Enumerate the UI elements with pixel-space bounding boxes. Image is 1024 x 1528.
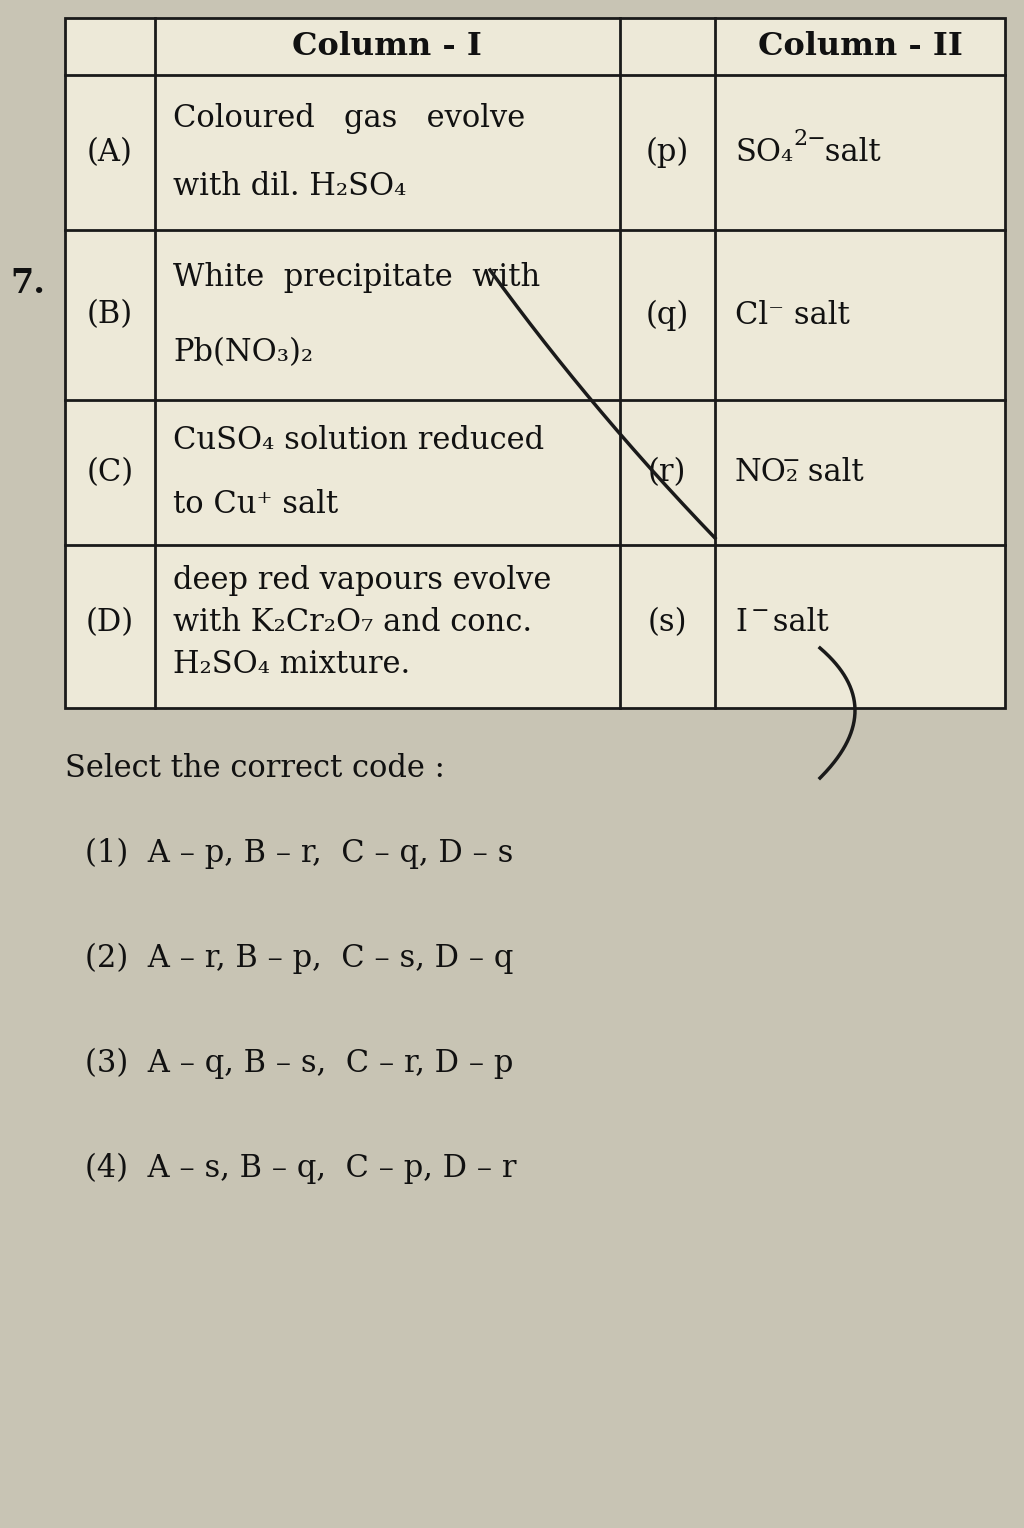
Bar — [65, 18, 1005, 707]
Text: SO₄: SO₄ — [735, 138, 794, 168]
Text: Column - II: Column - II — [758, 31, 963, 63]
Text: deep red vapours evolve: deep red vapours evolve — [173, 565, 551, 596]
Text: (1)  A – p, B – r,  C – q, D – s: (1) A – p, B – r, C – q, D – s — [85, 837, 513, 868]
Text: (q): (q) — [645, 299, 688, 330]
Text: (p): (p) — [645, 138, 688, 168]
Text: NO₂: NO₂ — [735, 457, 799, 487]
Text: −: − — [751, 599, 770, 622]
Text: (4)  A – s, B – q,  C – p, D – r: (4) A – s, B – q, C – p, D – r — [85, 1152, 516, 1184]
Text: H₂SO₄ mixture.: H₂SO₄ mixture. — [173, 649, 411, 680]
Text: with K₂Cr₂O₇ and conc.: with K₂Cr₂O₇ and conc. — [173, 607, 532, 639]
Text: 7.: 7. — [10, 266, 45, 299]
Text: Column - I: Column - I — [292, 31, 482, 63]
Text: −: − — [782, 449, 801, 472]
Text: (B): (B) — [87, 299, 133, 330]
Text: salt: salt — [815, 138, 881, 168]
Text: CuSO₄ solution reduced: CuSO₄ solution reduced — [173, 425, 544, 455]
Text: (D): (D) — [86, 607, 134, 639]
Text: Cl⁻ salt: Cl⁻ salt — [735, 299, 850, 330]
Text: I: I — [735, 607, 746, 639]
Text: (s): (s) — [647, 607, 687, 639]
Text: salt: salt — [798, 457, 863, 487]
Text: salt: salt — [763, 607, 828, 639]
Text: Select the correct code :: Select the correct code : — [65, 752, 444, 784]
Text: (2)  A – r, B – p,  C – s, D – q: (2) A – r, B – p, C – s, D – q — [85, 943, 513, 973]
Text: White  precipitate  with: White precipitate with — [173, 263, 541, 293]
Text: 2−: 2− — [793, 127, 825, 150]
Text: to Cu⁺ salt: to Cu⁺ salt — [173, 489, 338, 520]
Text: (A): (A) — [87, 138, 133, 168]
Text: (r): (r) — [648, 457, 686, 487]
Text: with dil. H₂SO₄: with dil. H₂SO₄ — [173, 171, 407, 202]
Text: (C): (C) — [86, 457, 133, 487]
Text: Coloured   gas   evolve: Coloured gas evolve — [173, 102, 525, 134]
Text: Pb(NO₃)₂: Pb(NO₃)₂ — [173, 336, 313, 368]
Text: (3)  A – q, B – s,  C – r, D – p: (3) A – q, B – s, C – r, D – p — [85, 1047, 513, 1079]
